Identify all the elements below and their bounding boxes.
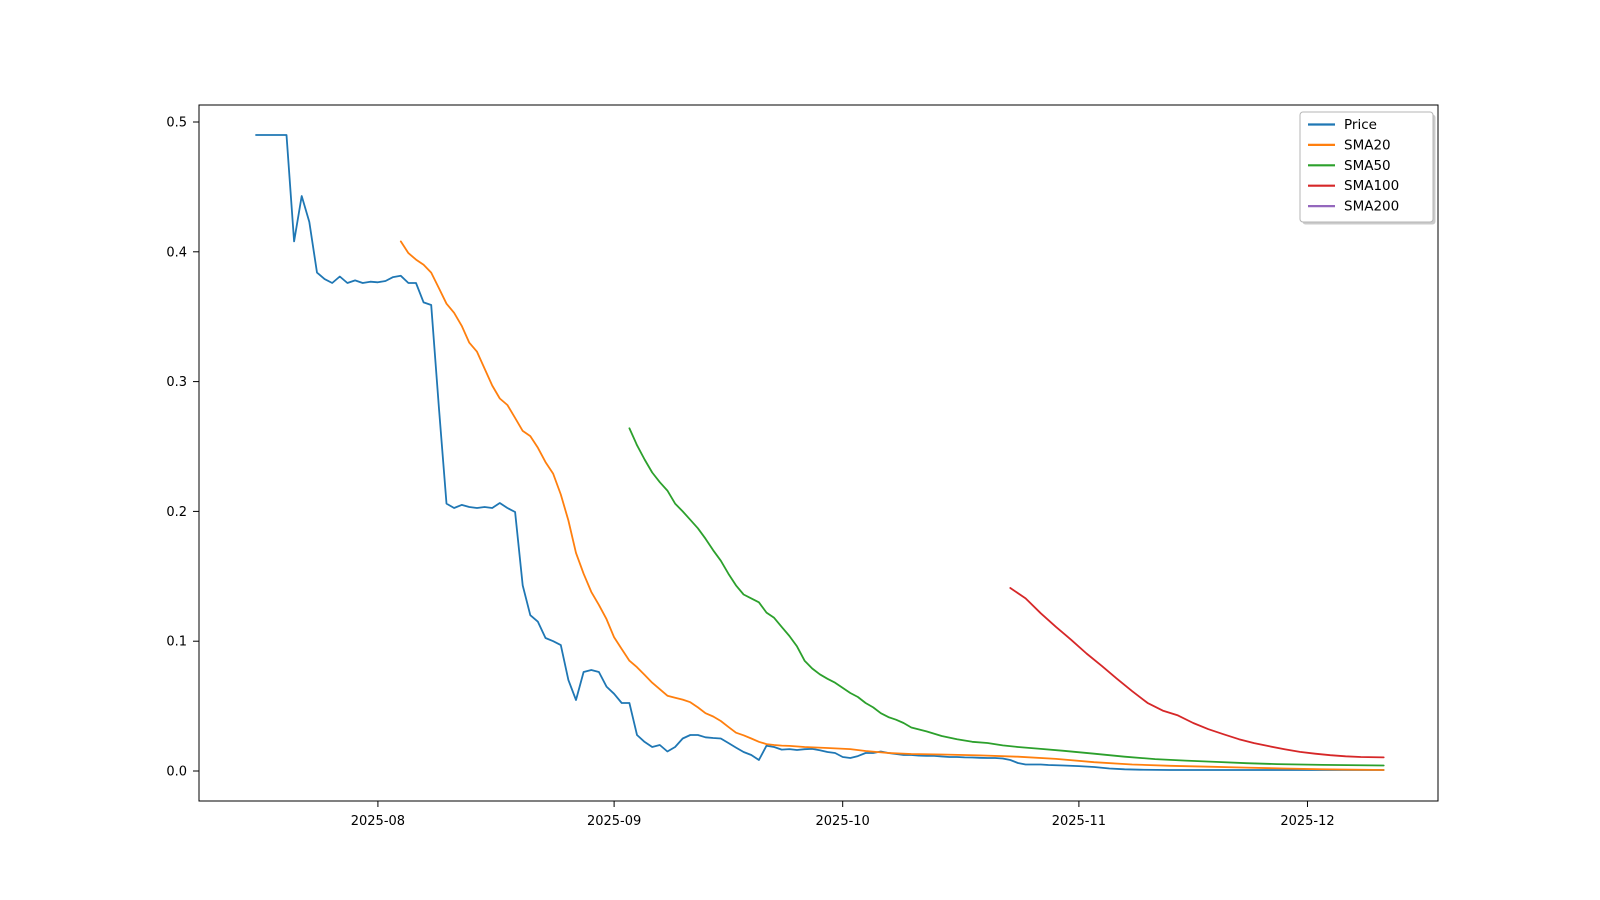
legend-label-sma200: SMA200 [1344, 199, 1399, 215]
x-tick-label: 2025-08 [351, 814, 405, 829]
y-tick-label: 0.0 [166, 765, 187, 780]
x-tick-label: 2025-10 [816, 814, 870, 829]
legend-box [1299, 111, 1434, 223]
y-tick-label: 0.4 [166, 245, 187, 260]
x-tick-label: 2025-11 [1052, 814, 1106, 829]
x-axis-ticks: 2025-08 2025-09 2025-10 2025-11 2025-12 [351, 801, 1335, 829]
y-tick-label: 0.3 [166, 375, 187, 390]
price-line [255, 134, 1385, 771]
x-tick-label: 2025-09 [587, 814, 641, 829]
legend-label-sma20: SMA20 [1344, 137, 1391, 153]
y-tick-label: 0.1 [166, 635, 187, 650]
plot-border [198, 104, 1439, 802]
sma50-line [628, 427, 1385, 767]
plot-frame [198, 104, 1439, 802]
x-tick-label: 2025-12 [1280, 814, 1334, 829]
legend-label-sma100: SMA100 [1344, 178, 1399, 194]
y-tick-label: 0.5 [166, 116, 187, 131]
y-axis-ticks: 0.0 0.1 0.2 0.3 0.4 0.5 [166, 116, 199, 780]
legend-label-price: Price [1344, 117, 1377, 133]
y-tick-label: 0.2 [166, 505, 187, 520]
series-lines [255, 134, 1385, 771]
sma20-line [399, 240, 1385, 771]
legend-label-sma50: SMA50 [1344, 158, 1391, 174]
sma100-line [1009, 587, 1385, 759]
legend: Price SMA20 SMA50 SMA100 SMA200 [1299, 111, 1436, 225]
